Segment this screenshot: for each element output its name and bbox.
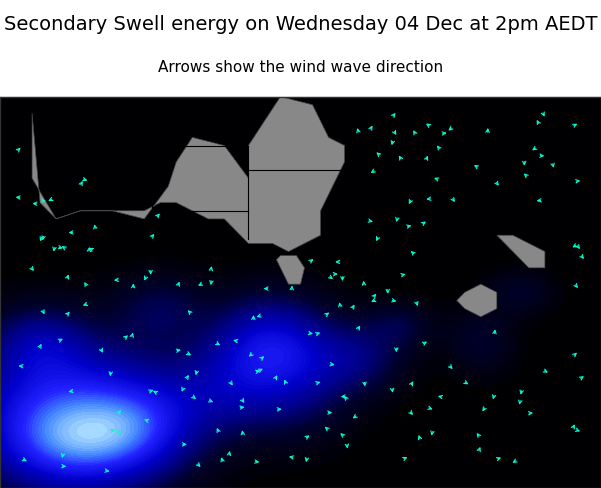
Text: Secondary Swell energy on Wednesday 04 Dec at 2pm AEDT: Secondary Swell energy on Wednesday 04 D…: [4, 15, 597, 34]
Text: Arrows show the wind wave direction: Arrows show the wind wave direction: [158, 60, 443, 75]
Polygon shape: [457, 284, 497, 317]
Polygon shape: [32, 97, 344, 251]
Polygon shape: [276, 256, 305, 284]
Polygon shape: [497, 235, 545, 268]
